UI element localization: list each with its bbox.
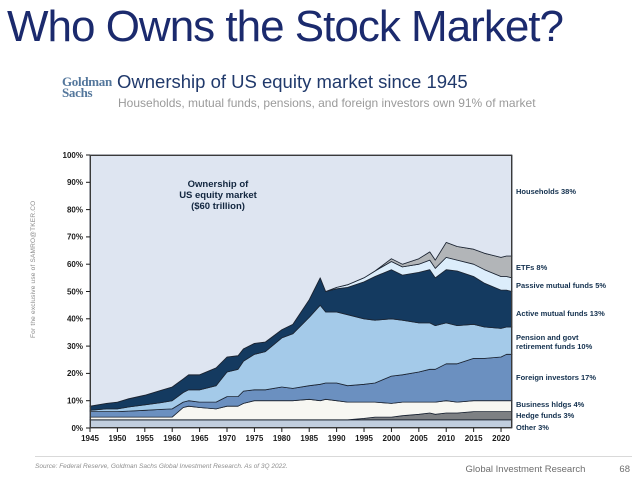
footer-source: Source: Federal Reserve, Goldman Sachs G… xyxy=(35,463,288,470)
legend-label-foreign-investors: Foreign investors 17% xyxy=(516,373,597,383)
x-tick-label: 1970 xyxy=(218,434,236,443)
page-title: Who Owns the Stock Market? xyxy=(7,2,564,51)
footer-page-number: 68 xyxy=(619,464,630,475)
y-tick-label: 80% xyxy=(67,205,83,214)
x-tick-label: 1990 xyxy=(328,434,346,443)
goldman-sachs-logo: Goldman Sachs xyxy=(62,74,112,100)
annotation-line-3: ($60 trillion) xyxy=(191,201,245,212)
chart-heading: Ownership of US equity market since 1945 xyxy=(117,71,468,92)
legend-label-passive-mutual-funds: Passive mutual funds 5% xyxy=(516,280,607,290)
footer-right: Global Investment Research 68 xyxy=(466,464,630,475)
y-tick-label: 60% xyxy=(67,260,83,269)
stacked-area-chart: 0% 10% 20% 30% 40% 50% 60% 70% 80% 90% 100% 1945 195… xyxy=(63,151,607,443)
x-tick-label: 1960 xyxy=(163,434,181,443)
y-tick-label: 70% xyxy=(67,233,83,242)
legend-label-business-holdings: Business hldgs 4% xyxy=(516,400,585,410)
annotation-line-1: Ownership of xyxy=(187,179,249,190)
legend-label-other: Other 3% xyxy=(516,422,549,432)
footer-divider xyxy=(35,456,632,457)
footer-department: Global Investment Research xyxy=(465,464,586,475)
chart-plot: 0% 10% 20% 30% 40% 50% 60% 70% 80% 90% 100% 1945 195… xyxy=(63,151,513,443)
legend-label-pension-govt-retirement: Pension and govt retirement funds 10% xyxy=(516,332,593,352)
legend-label-etfs: ETFs 8% xyxy=(516,262,548,272)
legend-label-households: Households 38% xyxy=(516,186,577,196)
x-tick-label: 2010 xyxy=(437,434,455,443)
plot-border xyxy=(90,155,512,428)
y-tick-label: 100% xyxy=(63,151,83,160)
x-tick-label: 1945 xyxy=(81,434,99,443)
x-tick-label: 1955 xyxy=(136,434,154,443)
x-tick-label: 1980 xyxy=(273,434,291,443)
x-tick-label: 1975 xyxy=(246,434,264,443)
watermark-text: For the exclusive use of SAMRO@TKER.CO xyxy=(30,200,37,338)
x-tick-label: 1965 xyxy=(191,434,209,443)
chart-annotation: Ownership of US equity market ($60 trill… xyxy=(138,179,298,212)
logo-line-2: Sachs xyxy=(62,85,93,100)
x-tick-label: 1985 xyxy=(300,434,318,443)
x-tick-label: 2005 xyxy=(410,434,428,443)
chart-legend: Households 38% ETFs 8% Passive mutual fund… xyxy=(516,155,638,440)
x-tick-label: 2015 xyxy=(465,434,483,443)
y-tick-label: 0% xyxy=(71,424,83,433)
y-tick-label: 90% xyxy=(67,178,83,187)
x-tick-label: 1950 xyxy=(109,434,127,443)
annotation-line-2: US equity market xyxy=(179,190,257,201)
y-tick-label: 20% xyxy=(67,369,83,378)
legend-label-active-mutual-funds: Active mutual funds 13% xyxy=(516,309,605,319)
x-tick-label: 1995 xyxy=(355,434,373,443)
logo-line-1: Goldman xyxy=(62,74,112,89)
legend-label-hedge-funds: Hedge funds 3% xyxy=(516,410,575,420)
y-tick-label: 50% xyxy=(67,287,83,296)
y-tick-label: 40% xyxy=(67,315,83,324)
x-tick-label: 2000 xyxy=(383,434,401,443)
y-tick-label: 30% xyxy=(67,342,83,351)
area-other xyxy=(89,419,513,429)
y-tick-label: 10% xyxy=(67,397,83,406)
chart-subheading: Households, mutual funds, pensions, and … xyxy=(118,96,536,110)
x-tick-label: 2020 xyxy=(492,434,510,443)
